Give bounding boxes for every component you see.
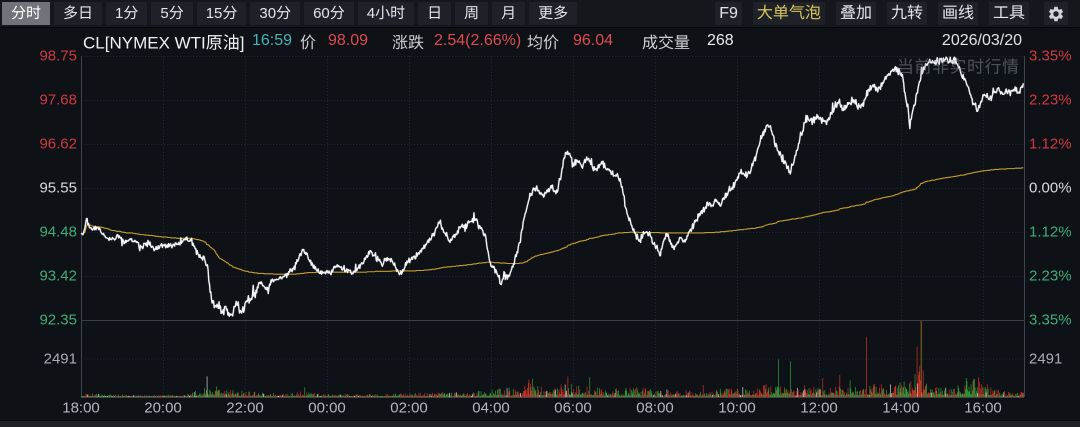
last-price-value: 98.09 bbox=[328, 32, 369, 49]
time-axis-label-9: 12:00 bbox=[800, 399, 838, 417]
tab-period-7[interactable]: 4小时 bbox=[357, 2, 415, 25]
avg-price-value: 96.04 bbox=[573, 32, 614, 49]
quote-infobar: CL[NYMEX WTI原油] 16:59 价 98.09 涨跌 2.54(2.… bbox=[0, 28, 1080, 54]
change-value: 2.54(2.66%) bbox=[434, 32, 522, 49]
tab-period-10[interactable]: 月 bbox=[492, 2, 526, 25]
price-axis-label-1: 97.68 bbox=[39, 91, 77, 109]
price-axis-label-3: 95.55 bbox=[39, 179, 77, 197]
change-label: 涨跌 bbox=[392, 35, 425, 52]
volume-axis-label-left: 2491 bbox=[43, 350, 77, 368]
price-axis-label-5: 93.42 bbox=[39, 267, 77, 285]
pct-axis-label-0: 3.35% bbox=[1029, 47, 1072, 65]
settings-button[interactable] bbox=[1044, 2, 1068, 25]
tab-period-9[interactable]: 周 bbox=[455, 2, 489, 25]
tab-period-2[interactable]: 1分 bbox=[106, 2, 148, 25]
time-axis-label-6: 06:00 bbox=[554, 399, 592, 417]
price-axis-label-0: 98.75 bbox=[39, 47, 77, 65]
session-date: 2026/03/20 bbox=[941, 32, 1022, 49]
time-axis-label-7: 08:00 bbox=[636, 399, 674, 417]
period-tabbar: 分时 多日 1分 5分 15分 30分 60分 4小时日周月更多 F9 大单气泡 叠加 九转 画线 工具 bbox=[0, 0, 1080, 28]
tab-period-4[interactable]: 15分 bbox=[196, 2, 247, 25]
time-axis-label-2: 22:00 bbox=[226, 399, 264, 417]
pct-axis-label-3: 0.00% bbox=[1029, 179, 1072, 197]
toolbar-button-5[interactable]: 工具 bbox=[988, 2, 1029, 25]
volume-value: 268 bbox=[707, 32, 734, 49]
tab-period-3[interactable]: 5分 bbox=[151, 2, 193, 25]
volume-label: 成交量 bbox=[642, 35, 691, 52]
bottom-strip bbox=[0, 420, 1080, 427]
pct-axis-label-5: 2.23% bbox=[1029, 267, 1072, 285]
time-axis-label-3: 00:00 bbox=[308, 399, 346, 417]
time-axis-label-4: 02:00 bbox=[390, 399, 428, 417]
pct-axis-label-4: 1.12% bbox=[1029, 223, 1072, 241]
delayed-quote-watermark: 当前非实时行情 bbox=[897, 57, 1020, 77]
pct-axis-label-6: 3.35% bbox=[1029, 311, 1072, 329]
tab-period-11[interactable]: 更多 bbox=[529, 2, 578, 25]
last-trade-time: 16:59 bbox=[252, 32, 293, 49]
tab-period-6[interactable]: 60分 bbox=[304, 2, 354, 25]
gear-icon bbox=[1048, 6, 1064, 21]
avg-price-label: 均价 bbox=[527, 35, 560, 52]
price-axis-label-6: 92.35 bbox=[39, 311, 77, 329]
price-axis-label-4: 94.48 bbox=[39, 223, 77, 241]
time-axis-label-11: 16:00 bbox=[964, 399, 1002, 417]
time-axis-label-10: 14:00 bbox=[882, 399, 920, 417]
tab-period-1[interactable]: 多日 bbox=[54, 2, 103, 25]
pct-axis-label-2: 1.12% bbox=[1029, 135, 1072, 153]
tab-period-0[interactable]: 分时 bbox=[2, 2, 51, 25]
toolbar-button-2[interactable]: 叠加 bbox=[835, 2, 876, 25]
toolbar-button-4[interactable]: 画线 bbox=[937, 2, 978, 25]
toolbar-button-3[interactable]: 九转 bbox=[886, 2, 927, 25]
volume-axis-label-right: 2491 bbox=[1029, 350, 1063, 368]
pct-axis-label-1: 2.23% bbox=[1029, 91, 1072, 109]
toolbar-button-0[interactable]: F9 bbox=[715, 2, 742, 25]
time-axis-label-0: 18:00 bbox=[62, 399, 100, 417]
price-axis-label-2: 96.62 bbox=[39, 135, 77, 153]
price-label: 价 bbox=[300, 35, 317, 52]
symbol-name[interactable]: CL[NYMEX WTI原油] bbox=[83, 33, 245, 53]
tab-period-8[interactable]: 日 bbox=[418, 2, 452, 25]
time-axis-label-5: 04:00 bbox=[472, 399, 510, 417]
time-axis-label-8: 10:00 bbox=[718, 399, 756, 417]
tab-period-5[interactable]: 30分 bbox=[250, 2, 301, 25]
toolbar-button-1[interactable]: 大单气泡 bbox=[752, 2, 825, 25]
time-axis-label-1: 20:00 bbox=[144, 399, 182, 417]
